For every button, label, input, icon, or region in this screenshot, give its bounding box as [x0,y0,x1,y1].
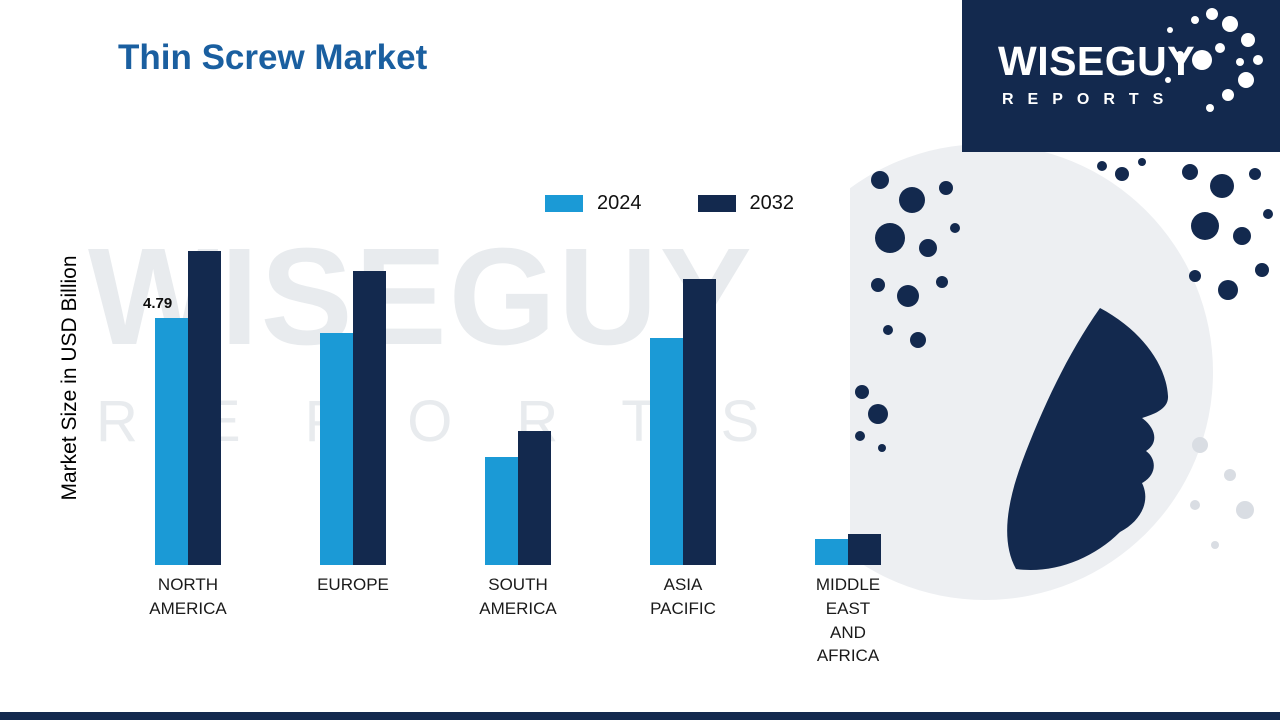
bars-0: 4.79 [143,230,221,565]
page-title: Thin Screw Market [118,38,428,77]
logo-dots-icon [1165,8,1263,112]
bar-2024-south-america [485,457,518,565]
logo-wordmark: WISEGUY [998,38,1196,84]
bar-group-3: ASIA PACIFIC [617,230,749,621]
decorative-head-art [850,0,1280,600]
bars-2 [485,230,551,565]
dot-cluster-left-icon [855,171,960,452]
logo-subtitle: REPORTS [1002,91,1178,108]
category-label-4: MIDDLE EAST AND AFRICA [815,575,881,666]
bar-2032-europe [353,271,386,565]
bar-chart: 4.79 NORTH AMERICA EUROPE SOUTH AMERICA ASIA PA… [122,230,914,668]
bar-2024-middle-east-and-africa [815,539,848,565]
legend-swatch-2024 [545,195,583,212]
bars-1 [320,230,386,565]
bar-2024-north-america [155,318,188,565]
legend-label-2024: 2024 [597,192,642,214]
bar-2024-europe [320,333,353,565]
bar-2032-asia-pacific [683,279,716,565]
data-label-2024: 4.79 [143,295,173,313]
bars-4 [815,230,881,565]
bar-group-2: SOUTH AMERICA [452,230,584,621]
bar-2032-north-america [188,251,221,565]
dot-cluster-bottom-icon [1190,437,1254,549]
wiseguy-logo: WISEGUY REPORTS [998,38,1195,109]
legend-swatch-2032 [697,195,736,212]
bar-group-0: 4.79 NORTH AMERICA [122,230,254,621]
category-label-1: EUROPE [317,575,389,594]
chart-legend: 2024 2032 [545,192,794,215]
dot-cluster-right-icon [1097,158,1273,300]
legend-item-2032: 2032 [697,192,795,215]
legend-label-2032: 2032 [749,192,795,214]
bars-3 [650,230,716,565]
bar-2032-middle-east-and-africa [848,534,881,565]
bottom-accent-bar [0,712,1280,720]
category-label-3: ASIA PACIFIC [650,575,716,618]
legend-item-2024: 2024 [545,192,642,215]
face-profile [1007,308,1169,570]
bar-group-4: MIDDLE EAST AND AFRICA [782,230,914,668]
bar-2032-south-america [518,431,551,565]
category-label-2: SOUTH AMERICA [479,575,557,618]
category-label-0: NORTH AMERICA [149,575,227,618]
y-axis-label: Market Size in USD Billion [58,255,81,501]
bar-2024-asia-pacific [650,338,683,565]
bar-group-1: EUROPE [287,230,419,597]
